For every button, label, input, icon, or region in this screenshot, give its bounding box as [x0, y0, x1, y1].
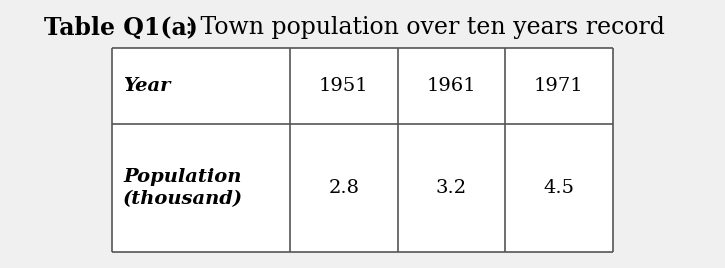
Text: 3.2: 3.2 [436, 179, 467, 197]
Text: 1951: 1951 [319, 77, 368, 95]
Text: 1961: 1961 [426, 77, 476, 95]
Text: : Town population over ten years record: : Town population over ten years record [185, 16, 665, 39]
Text: Population
(thousand): Population (thousand) [123, 168, 244, 208]
Bar [112, 48, 613, 252]
Text: 1971: 1971 [534, 77, 584, 95]
Text: Table Q1(a): Table Q1(a) [44, 16, 197, 40]
Text: Year: Year [123, 77, 170, 95]
Text: 4.5: 4.5 [543, 179, 574, 197]
Text: 2.8: 2.8 [328, 179, 360, 197]
